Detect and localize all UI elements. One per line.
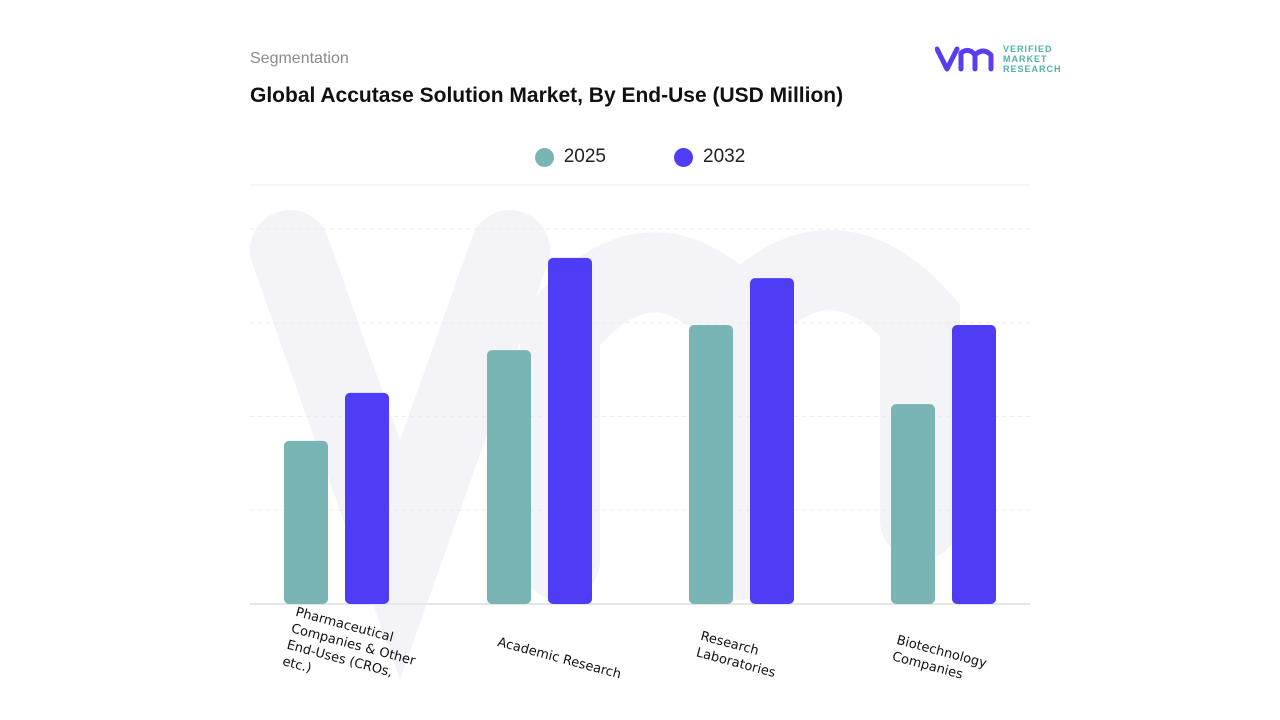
bar-2025 bbox=[891, 404, 935, 604]
logo-line: RESEARCH bbox=[1003, 64, 1062, 74]
legend-label: 2025 bbox=[563, 146, 606, 167]
bar-2032 bbox=[750, 278, 794, 604]
legend-item-2032: 2032 bbox=[674, 146, 745, 168]
logo-line: MARKET bbox=[1003, 54, 1048, 64]
bar-2025 bbox=[487, 350, 531, 604]
bar-2025 bbox=[284, 440, 328, 604]
legend-swatch bbox=[674, 147, 693, 167]
segment-label: Segmentation bbox=[250, 50, 349, 67]
legend: 2025 2032 bbox=[0, 146, 1280, 168]
bar-2025 bbox=[689, 325, 733, 604]
logo: VERIFIED MARKET RESEARCH bbox=[935, 44, 1062, 74]
vmr-logo-icon bbox=[935, 46, 994, 72]
page-title: Global Accutase Solution Market, By End-… bbox=[250, 84, 844, 107]
bar-2032 bbox=[548, 257, 592, 604]
legend-swatch bbox=[534, 147, 554, 167]
legend-item-2025: 2025 bbox=[534, 146, 606, 168]
bar-2032 bbox=[345, 392, 389, 604]
bar-2032 bbox=[952, 325, 996, 604]
legend-label: 2032 bbox=[703, 146, 746, 167]
logo-line: VERIFIED bbox=[1003, 44, 1053, 54]
